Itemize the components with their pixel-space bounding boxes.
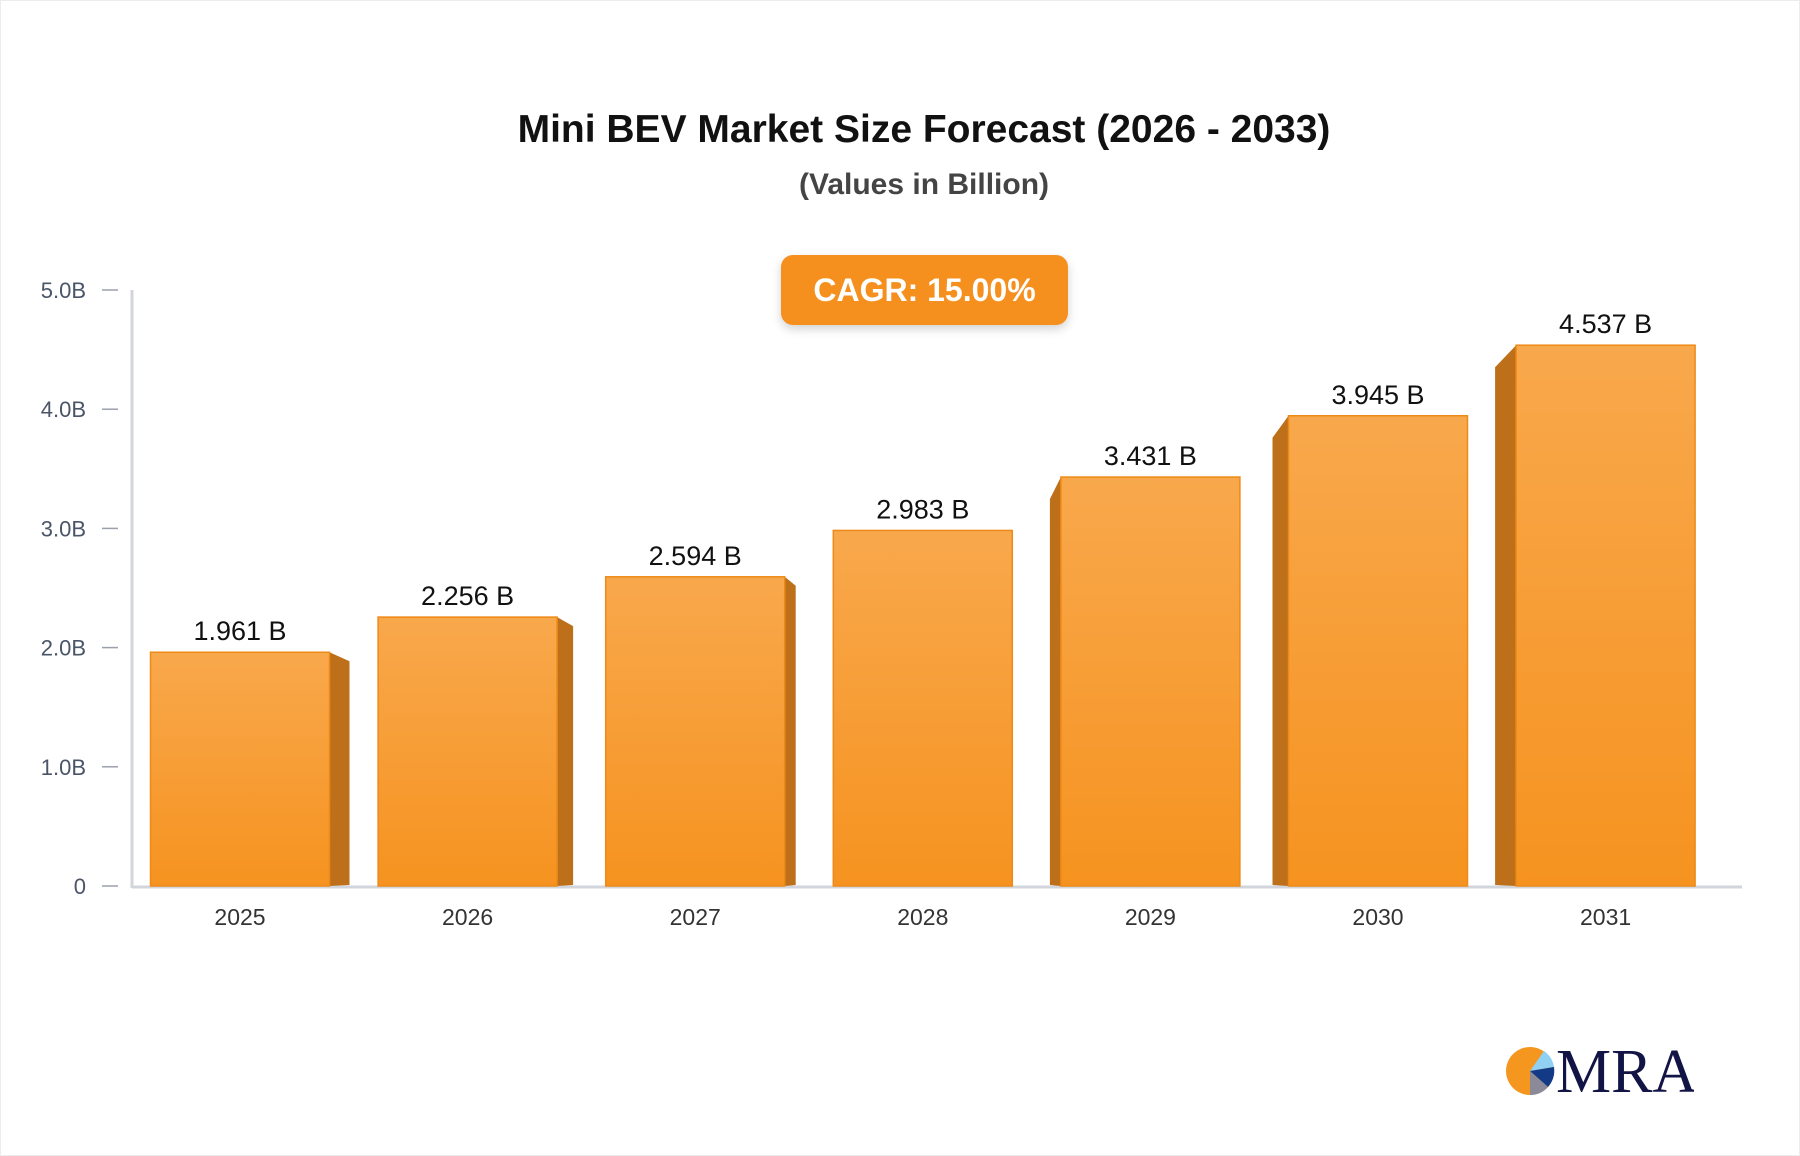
x-tick-label: 2027 [670, 904, 721, 930]
chart-title: Mini BEV Market Size Forecast (2026 - 20… [517, 108, 1331, 151]
bar [149, 651, 331, 887]
bar-value-label: 1.961 B [193, 616, 286, 646]
y-tick-label: 3.0B [41, 516, 86, 541]
bar-value-label: 2.256 B [421, 581, 514, 611]
bar [1287, 415, 1469, 887]
x-tick-label: 2031 [1580, 904, 1631, 930]
bar [1515, 344, 1696, 887]
bar-side [1495, 345, 1517, 887]
bar-value-label: 2.983 B [876, 494, 969, 524]
x-tick-label: 2025 [214, 904, 265, 930]
y-tick-label: 0 [74, 874, 86, 899]
bar [604, 576, 786, 887]
x-tick-label: 2026 [442, 904, 493, 930]
y-tick-label: 1.0B [41, 755, 86, 780]
x-tick-label: 2029 [1125, 904, 1176, 930]
bar-side [329, 652, 350, 886]
bar [377, 616, 558, 887]
y-tick-label: 4.0B [41, 397, 86, 422]
chart-subtitle: (Values in Billion) [798, 168, 1050, 201]
x-tick-label: 2028 [897, 904, 948, 930]
bar-value-label: 4.537 B [1559, 309, 1652, 339]
x-tick-label: 2030 [1352, 904, 1403, 930]
bar [1060, 476, 1241, 887]
bar-value-label: 2.594 B [649, 541, 742, 571]
bar [832, 529, 1014, 887]
bar-side [1049, 477, 1061, 886]
bar-value-label: 3.431 B [1104, 441, 1197, 471]
bar-value-label: 3.945 B [1331, 380, 1424, 410]
mra-logo: MRA [1506, 1038, 1694, 1100]
y-tick-label: 2.0B [41, 636, 86, 661]
logo-text: MRA [1556, 1038, 1694, 1100]
bar-side [1272, 415, 1289, 886]
y-tick-label: 5.0B [41, 278, 86, 303]
bar-side [784, 576, 796, 886]
cagr-badge: CAGR: 15.00% [781, 255, 1068, 325]
bar-side [557, 617, 574, 886]
